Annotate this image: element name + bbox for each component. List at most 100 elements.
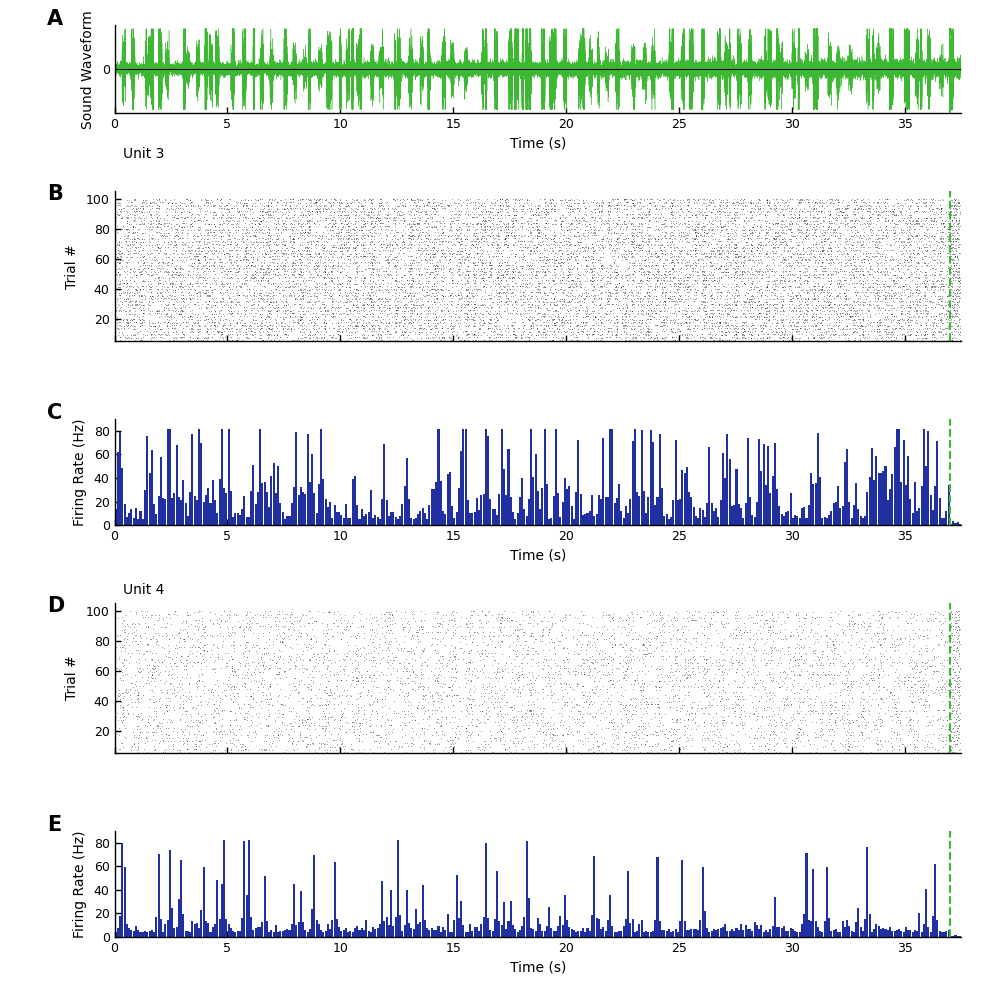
Bar (699, 508, 701, 525)
Bar (598, 495, 600, 525)
Bar (860, 516, 862, 525)
Bar (683, 473, 685, 525)
Bar (754, 922, 756, 937)
Bar (652, 931, 654, 937)
Bar (636, 931, 638, 937)
Bar (679, 499, 681, 525)
Bar (708, 447, 710, 525)
Bar (569, 486, 571, 525)
Bar (363, 516, 365, 525)
Bar (191, 435, 193, 525)
Bar (927, 927, 929, 937)
Bar (345, 928, 347, 937)
Bar (580, 931, 582, 937)
Bar (833, 930, 835, 937)
Bar (275, 925, 277, 937)
Bar (779, 927, 781, 937)
Bar (605, 497, 607, 525)
Bar (893, 932, 895, 937)
Bar (255, 928, 257, 937)
Bar (900, 931, 902, 937)
Text: Unit 3: Unit 3 (124, 146, 164, 160)
Bar (779, 506, 781, 525)
Bar (193, 924, 195, 937)
Bar (464, 429, 466, 525)
Bar (148, 931, 150, 937)
Bar (810, 921, 812, 937)
Bar (453, 920, 455, 937)
Bar (357, 927, 359, 937)
Bar (867, 492, 869, 525)
Bar (886, 500, 888, 525)
Bar (501, 925, 503, 937)
Bar (153, 504, 155, 525)
Bar (200, 443, 202, 525)
Bar (622, 927, 624, 937)
Bar (437, 429, 439, 525)
Bar (636, 492, 638, 525)
Bar (193, 496, 195, 525)
Bar (677, 932, 679, 937)
Bar (435, 482, 437, 525)
Bar (173, 493, 175, 525)
Bar (401, 504, 403, 525)
Bar (794, 931, 796, 937)
Bar (298, 922, 300, 937)
Bar (614, 503, 616, 525)
Bar (189, 492, 191, 525)
Bar (920, 486, 922, 525)
Bar (350, 931, 352, 937)
Bar (847, 920, 849, 937)
Bar (826, 867, 828, 937)
Bar (674, 929, 676, 937)
Bar (621, 511, 622, 525)
Bar (532, 929, 534, 937)
Bar (476, 498, 478, 525)
Bar (334, 505, 336, 525)
Bar (124, 504, 125, 525)
Bar (339, 512, 341, 525)
Bar (530, 429, 532, 525)
Bar (591, 915, 593, 937)
Bar (341, 514, 343, 525)
Bar (690, 929, 692, 937)
Bar (794, 515, 796, 525)
Bar (428, 930, 430, 937)
Bar (701, 510, 703, 525)
Bar (740, 924, 742, 937)
Bar (667, 929, 669, 937)
Bar (205, 495, 207, 525)
Bar (157, 854, 159, 937)
Bar (273, 463, 275, 525)
Bar (733, 505, 735, 525)
Bar (336, 512, 338, 525)
Bar (758, 929, 760, 937)
Bar (442, 928, 444, 937)
Bar (622, 518, 624, 525)
Bar (357, 505, 359, 525)
Bar (774, 443, 776, 525)
Bar (462, 925, 464, 937)
Bar (564, 895, 566, 937)
Bar (239, 931, 241, 937)
Bar (230, 491, 232, 525)
Bar (954, 935, 956, 937)
Bar (428, 505, 430, 525)
Bar (810, 473, 812, 525)
Bar (884, 466, 886, 525)
Bar (124, 867, 125, 937)
Bar (589, 511, 591, 525)
Bar (760, 471, 762, 525)
Bar (754, 517, 756, 525)
Bar (562, 502, 564, 525)
Bar (895, 931, 897, 937)
Bar (314, 855, 316, 937)
Bar (594, 856, 596, 937)
Bar (542, 931, 544, 937)
Bar (537, 918, 539, 937)
Bar (909, 930, 911, 937)
Bar (266, 492, 268, 525)
Text: D: D (47, 595, 64, 615)
Bar (826, 518, 828, 525)
Bar (708, 932, 710, 937)
